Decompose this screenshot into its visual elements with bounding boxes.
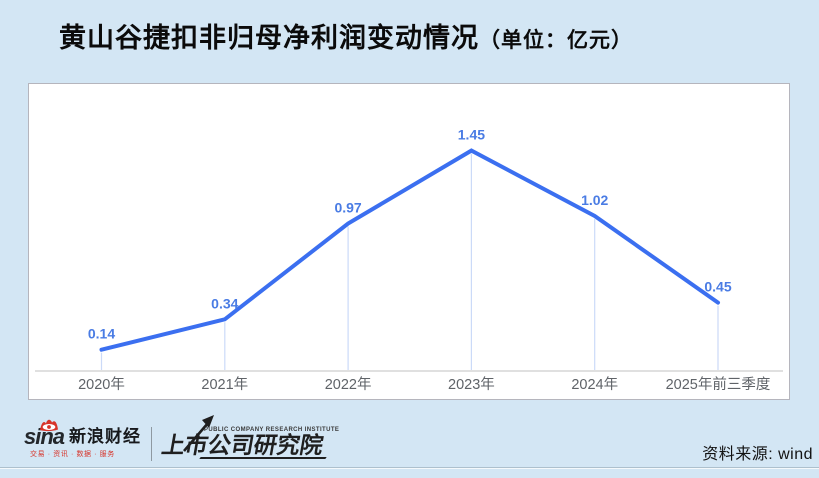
x-axis-label: 2021年 bbox=[201, 376, 248, 393]
sina-finance-logo: sina 新浪财经 交易 · 资讯 · 数据 · 服务 bbox=[24, 419, 142, 459]
data-point-label: 1.02 bbox=[581, 192, 608, 208]
chart-title: 黄山谷捷扣非归母净利润变动情况（单位：亿元） bbox=[0, 16, 692, 55]
footer-logos: sina 新浪财经 交易 · 资讯 · 数据 · 服务 PUBLIC COMPA… bbox=[24, 415, 340, 468]
x-axis-label: 2022年 bbox=[325, 376, 372, 393]
x-axis-label: 2025年前三季度 bbox=[666, 376, 771, 393]
sina-eye-icon bbox=[40, 419, 58, 432]
sina-brand-cn: 新浪财经 bbox=[69, 427, 142, 446]
x-axis-label: 2020年 bbox=[78, 376, 125, 393]
research-institute-logo: PUBLIC COMPANY RESEARCH INSTITUTE 上市公司研究… bbox=[159, 415, 340, 459]
data-source-note: 资料来源: wind bbox=[702, 446, 813, 463]
data-point-label: 1.45 bbox=[458, 127, 485, 143]
growth-arrow-icon bbox=[183, 415, 214, 452]
bottom-divider-dark bbox=[0, 467, 819, 468]
chart-title-unit: （单位：亿元） bbox=[479, 29, 633, 52]
chart-title-text: 黄山谷捷扣非归母净利润变动情况 bbox=[59, 23, 479, 53]
logo-divider bbox=[151, 427, 152, 461]
data-point-label: 0.14 bbox=[88, 326, 115, 342]
data-point-label: 0.45 bbox=[704, 279, 731, 295]
net-profit-line-chart: 0.14 0.34 0.97 1.45 1.02 0.45 2020年 2021年 2022年 2… bbox=[35, 127, 783, 393]
sina-logo-row: sina 新浪财经 bbox=[24, 419, 142, 449]
bottom-divider-light bbox=[0, 468, 819, 469]
institute-name-en: PUBLIC COMPANY RESEARCH INSTITUTE bbox=[204, 427, 340, 433]
chart-panel: 0.14 0.34 0.97 1.45 1.02 0.45 2020年 2021年 2022年 2… bbox=[28, 83, 790, 400]
data-point-label: 0.97 bbox=[334, 200, 361, 216]
x-axis-label: 2023年 bbox=[448, 376, 495, 393]
sina-tagline: 交易 · 资讯 · 数据 · 服务 bbox=[30, 451, 115, 458]
profit-trend-line bbox=[99, 148, 720, 352]
institute-name-cn: 上市公司研究院 bbox=[159, 432, 326, 458]
bottom-divider bbox=[0, 467, 819, 469]
institute-underline bbox=[199, 457, 327, 459]
sina-wordmark: sina bbox=[24, 424, 65, 449]
x-axis-label: 2024年 bbox=[571, 376, 618, 393]
data-point-label: 0.34 bbox=[211, 295, 238, 311]
